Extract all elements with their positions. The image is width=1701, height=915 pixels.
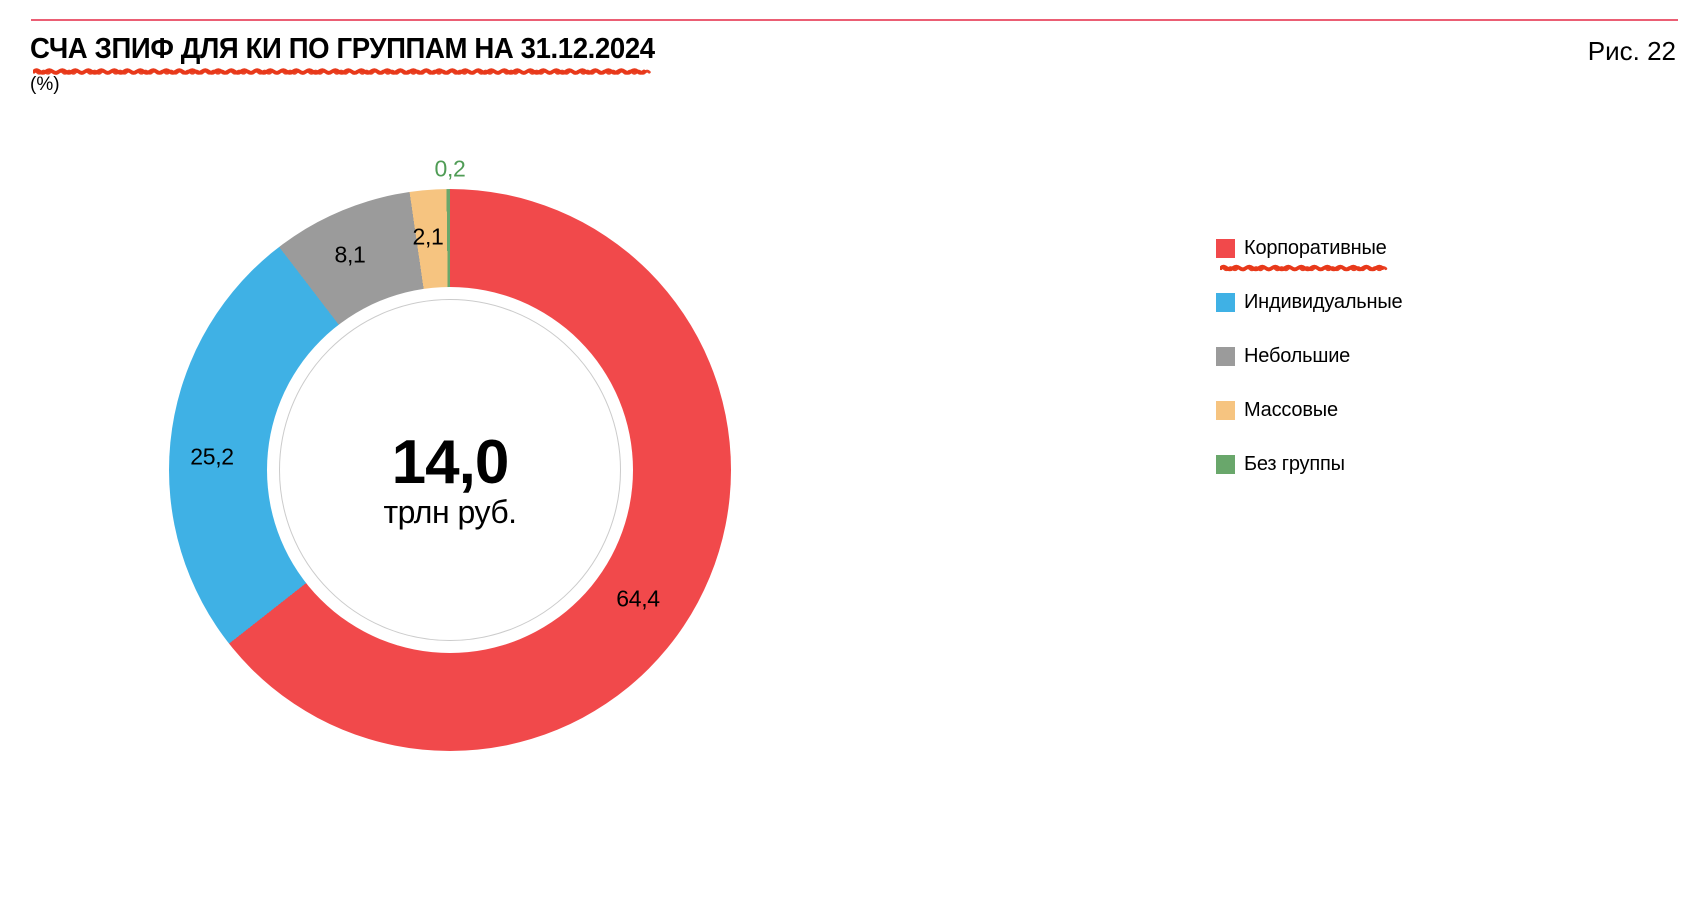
center-total-unit: трлн руб.	[383, 494, 517, 530]
legend-swatch-no-group	[1216, 455, 1235, 474]
title-underline-scribble	[33, 68, 651, 75]
chart-unit-note: (%)	[30, 74, 60, 95]
center-total: 14,0 трлн руб.	[383, 428, 517, 532]
slice-label-mass: 2,1	[412, 223, 444, 250]
legend-swatch-corporate	[1216, 239, 1235, 258]
donut-chart: 14,0 трлн руб. 64,4 25,2 8,1 2,1 0,2	[169, 156, 731, 751]
donut-hole: 14,0 трлн руб.	[267, 287, 633, 653]
donut-inner-ring: 14,0 трлн руб.	[279, 299, 621, 641]
legend-label-corporate: Корпоративные	[1244, 237, 1387, 259]
legend-label-mass: Массовые	[1244, 399, 1338, 421]
legend-item-small: Небольшие	[1216, 345, 1516, 367]
center-total-value: 14,0	[391, 428, 510, 497]
slice-label-individual: 25,2	[190, 443, 234, 470]
legend-swatch-mass	[1216, 401, 1235, 420]
legend-item-corporate: Корпоративные	[1216, 237, 1516, 259]
slice-label-corporate: 64,4	[616, 585, 660, 612]
legend-label-small: Небольшие	[1244, 345, 1351, 367]
legend-swatch-individual	[1216, 293, 1235, 312]
legend-label-no-group: Без группы	[1244, 453, 1345, 475]
legend-item-individual: Индивидуальные	[1216, 291, 1516, 313]
legend-label-individual: Индивидуальные	[1244, 291, 1403, 313]
chart-title: СЧА ЗПИФ ДЛЯ КИ ПО ГРУППАМ НА 31.12.2024	[30, 33, 655, 65]
slice-label-small: 8,1	[334, 241, 366, 268]
slice-label-no-group: 0,2	[434, 155, 466, 182]
figure-number: Рис. 22	[1587, 36, 1676, 66]
legend-item-no-group: Без группы	[1216, 453, 1516, 475]
chart-legend: Корпоративные Индивидуальные Небольшие М…	[1216, 237, 1516, 509]
legend-underline-scribble	[1220, 264, 1388, 272]
legend-item-mass: Массовые	[1216, 399, 1516, 421]
top-rule-line	[31, 19, 1678, 21]
legend-swatch-small	[1216, 347, 1235, 366]
